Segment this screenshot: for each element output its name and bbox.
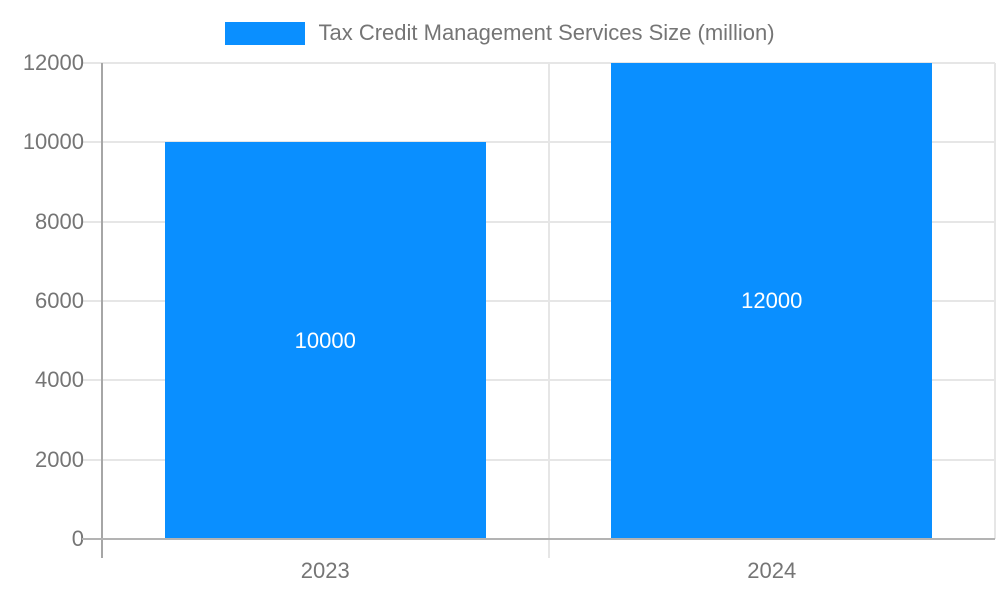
- gridline-y: [82, 379, 995, 382]
- y-tick-label: 2000: [35, 446, 84, 472]
- bar-2023: 10000: [164, 142, 486, 539]
- x-tick-label-2023: 2023: [300, 558, 350, 583]
- y-tick-label: 6000: [35, 288, 84, 313]
- chart-title: Tax Credit Management Services Size (mil…: [318, 20, 775, 45]
- bar-2024: 12000: [611, 63, 933, 539]
- y-tick-label: 12000: [22, 50, 84, 75]
- x-tick-label-2024: 2024: [747, 558, 797, 583]
- category-boundary-line: [547, 63, 550, 558]
- gridline-y: [82, 300, 995, 302]
- bar-value-label: 12000: [741, 288, 803, 313]
- bar-value-label: 10000: [294, 327, 356, 353]
- x-axis-baseline-overlay: [82, 538, 995, 540]
- y-axis-line: [101, 63, 103, 558]
- gridline-y: [82, 220, 995, 223]
- y-tick-label: 0: [71, 526, 84, 551]
- y-tick-label: 10000: [22, 129, 84, 155]
- gridline-y: [82, 458, 995, 461]
- y-tick-label: 4000: [35, 367, 84, 393]
- gridline-y: [82, 62, 995, 64]
- y-tick-label: 8000: [35, 208, 84, 234]
- plot-right-border: [994, 63, 996, 539]
- chart-legend: Tax Credit Management Services Size (mil…: [0, 20, 1000, 46]
- legend-swatch: [225, 21, 306, 45]
- gridline-y: [82, 141, 995, 144]
